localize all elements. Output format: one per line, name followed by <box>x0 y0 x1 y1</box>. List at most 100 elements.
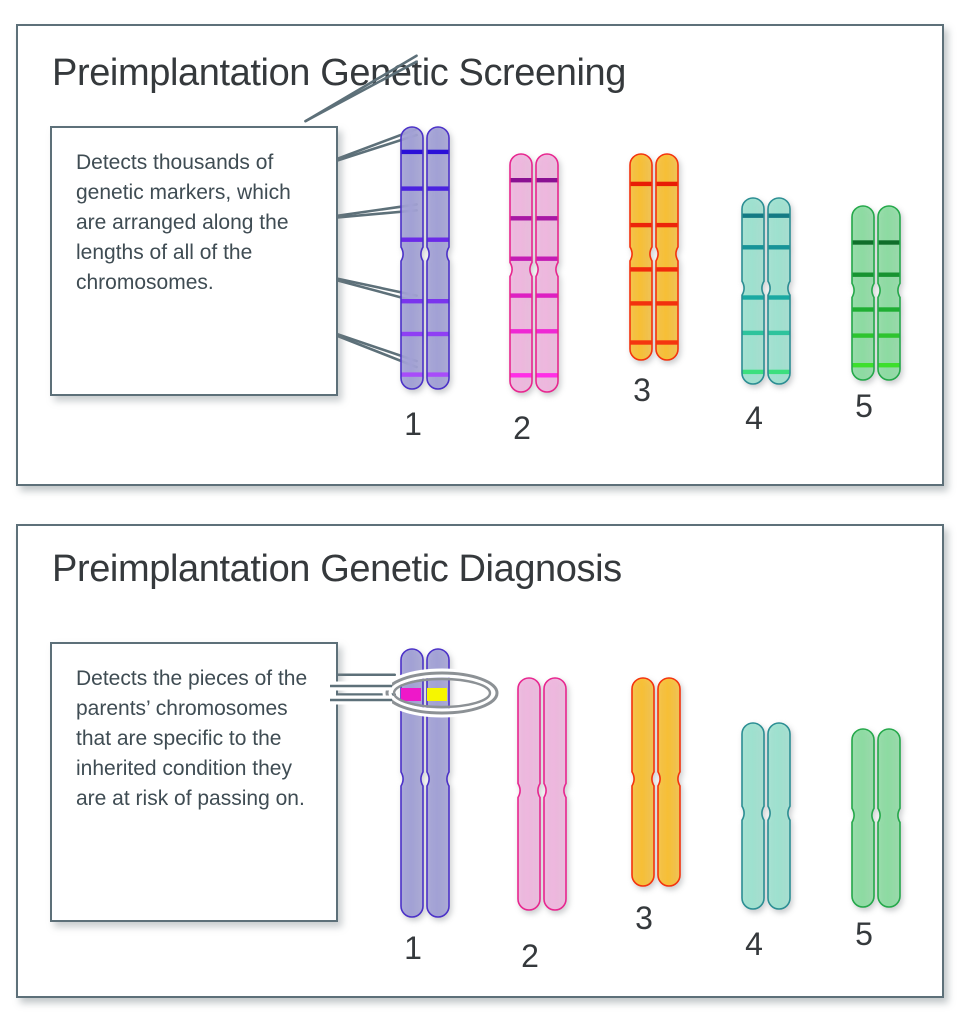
chromosome-band <box>630 267 652 272</box>
chromosome-band <box>656 267 678 272</box>
chromosome-band <box>768 330 790 336</box>
chromosome-band <box>852 272 874 277</box>
chromatid-3-left <box>631 677 655 887</box>
chromatid-5-right <box>877 728 901 908</box>
chromosome-band <box>401 237 423 242</box>
chromosome-band <box>536 329 558 334</box>
panel-title-diagnosis: Preimplantation Genetic Diagnosis <box>52 548 622 590</box>
callout-screening: Detects thousands of genetic markers, wh… <box>50 126 338 396</box>
chromosome-band <box>656 181 678 187</box>
chromosome-number-label-4: 4 <box>745 926 763 962</box>
chromosome-band <box>536 293 558 298</box>
chromosome-number-label-4: 4 <box>745 400 763 436</box>
chromosome-band <box>510 373 532 378</box>
chromosome-band <box>878 272 900 277</box>
chromosome-band <box>656 301 678 306</box>
chromosome-band <box>630 301 652 306</box>
chromatid-2-right <box>535 153 559 393</box>
chromosome-band <box>427 331 449 337</box>
chromosome-band <box>630 340 652 345</box>
chromosome-band <box>510 256 532 261</box>
chromatid-3-right <box>655 153 679 361</box>
chromosome-pair-3 <box>631 677 681 887</box>
chromatid-5-left <box>851 205 875 381</box>
chromosome-pair-4 <box>741 722 791 910</box>
chromosome-number-label-5: 5 <box>855 916 873 952</box>
chromatid-2-left <box>517 677 541 911</box>
chromosome-band <box>742 295 764 300</box>
chromosome-band <box>427 149 449 155</box>
chromosome-band <box>656 222 678 228</box>
chromosome-band <box>427 299 449 304</box>
chromosome-band <box>878 363 900 368</box>
chromosome-pair-5 <box>851 205 901 381</box>
chromosome-band <box>852 240 874 245</box>
chromosome-band <box>510 216 532 221</box>
chromosome-band <box>656 340 678 345</box>
chromosome-band <box>768 295 790 300</box>
chromatid-5-left <box>851 728 875 908</box>
chromosome-number-label-3: 3 <box>633 372 651 408</box>
chromosome-band <box>742 369 764 375</box>
chromatid-4-left <box>741 722 765 910</box>
chromosome-number-label-1: 1 <box>404 406 422 442</box>
chromosome-band <box>768 213 790 218</box>
chromatid-4-left <box>741 197 765 385</box>
callout-diagnosis-text: Detects the pieces of the parents’ chrom… <box>76 667 308 810</box>
chromosome-band <box>768 245 790 250</box>
chromosome-pair-2 <box>509 153 559 393</box>
chromosome-band <box>536 256 558 261</box>
chromosome-band <box>742 213 764 218</box>
chromosome-pair-3 <box>629 153 679 361</box>
chromosome-pair-1 <box>400 648 450 918</box>
chromatid-2-right <box>543 677 567 911</box>
chromosome-band <box>768 369 790 375</box>
chromosome-band <box>742 245 764 250</box>
chromosome-band <box>427 237 449 242</box>
chromosome-number-label-2: 2 <box>513 410 531 446</box>
chromosome-band <box>630 222 652 228</box>
chromatid-3-left <box>629 153 653 361</box>
chromatid-5-right <box>877 205 901 381</box>
chromosome-pair-1 <box>400 126 450 390</box>
marker-band-paternal <box>427 688 447 701</box>
chromosome-band <box>852 363 874 368</box>
chromosome-band <box>510 329 532 334</box>
chromosome-band <box>878 240 900 245</box>
chromosome-band <box>427 372 449 377</box>
callout-diagnosis: Detects the pieces of the parents’ chrom… <box>50 642 338 922</box>
chromosome-band <box>427 186 449 191</box>
chromatid-1-right <box>426 126 450 390</box>
chromosome-band <box>630 181 652 187</box>
chromosome-pair-4 <box>741 197 791 385</box>
chromosome-band <box>510 293 532 298</box>
chromosome-band <box>510 178 532 183</box>
chromosome-band <box>742 330 764 336</box>
chromosome-band <box>878 333 900 338</box>
chromosome-band <box>401 372 423 377</box>
chromosome-band <box>401 149 423 155</box>
chromosome-pair-5 <box>851 728 901 908</box>
chromosome-band <box>536 216 558 221</box>
chromosome-band <box>536 178 558 183</box>
chromosome-number-label-2: 2 <box>521 938 539 974</box>
callout-screening-text: Detects thousands of genetic markers, wh… <box>76 151 291 294</box>
chromatid-3-right <box>657 677 681 887</box>
chromatid-2-left <box>509 153 533 393</box>
chromosome-number-label-1: 1 <box>404 930 422 966</box>
chromosome-band <box>878 307 900 312</box>
chromosome-number-label-3: 3 <box>635 900 653 936</box>
chromatid-1-left <box>400 126 424 390</box>
chromatid-4-right <box>767 722 791 910</box>
marker-band-maternal <box>401 688 421 701</box>
chromosome-band <box>852 333 874 338</box>
chromosome-pair-2 <box>517 677 567 911</box>
chromosome-band <box>401 186 423 191</box>
chromatid-4-right <box>767 197 791 385</box>
chromosome-band <box>401 299 423 304</box>
chromosome-band <box>536 373 558 378</box>
chromosome-band <box>852 307 874 312</box>
chromosome-band <box>401 331 423 337</box>
